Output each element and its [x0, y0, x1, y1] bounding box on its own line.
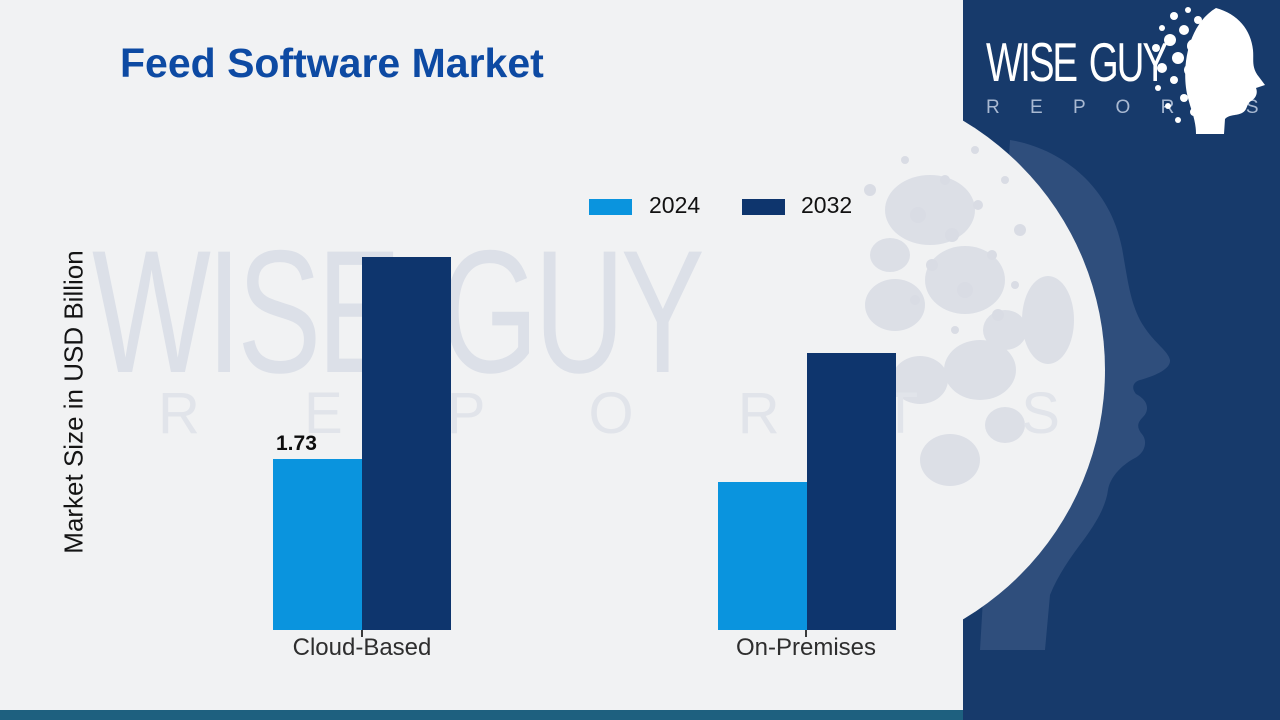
- page-title: Feed Software Market: [120, 40, 544, 86]
- x-axis-tick-cloud: [361, 630, 363, 637]
- category-label-cloud-based: Cloud-Based: [292, 634, 432, 661]
- x-axis-tick-onprem: [805, 630, 807, 637]
- data-label-1-73: 1.73: [276, 432, 317, 455]
- y-axis-label: Market Size in USD Billion: [58, 250, 89, 554]
- logo-wiseguy-text: WISE GUY: [986, 31, 1168, 93]
- legend-label-2032: 2032: [801, 192, 853, 218]
- legend-label-2024: 2024: [649, 192, 701, 218]
- watermark-blob-cluster: [865, 175, 1074, 486]
- footer-accent-bar: [0, 710, 963, 720]
- legend-swatch-2032: [742, 199, 785, 215]
- bar-cloud-based-2032: [362, 257, 451, 630]
- logo-dotted-face-icon: [1152, 7, 1265, 134]
- bar-cloud-based-2024: [273, 459, 362, 630]
- scatter-dots: [864, 146, 1026, 334]
- bar-on-premises-2024: [718, 482, 807, 630]
- watermark-reports-text: R E P O R T S: [158, 381, 1104, 446]
- category-label-on-premises: On-Premises: [735, 634, 877, 661]
- bar-on-premises-2032: [807, 353, 896, 630]
- legend-swatch-2024: [589, 199, 632, 215]
- chart-legend: 2024 2032: [589, 190, 889, 222]
